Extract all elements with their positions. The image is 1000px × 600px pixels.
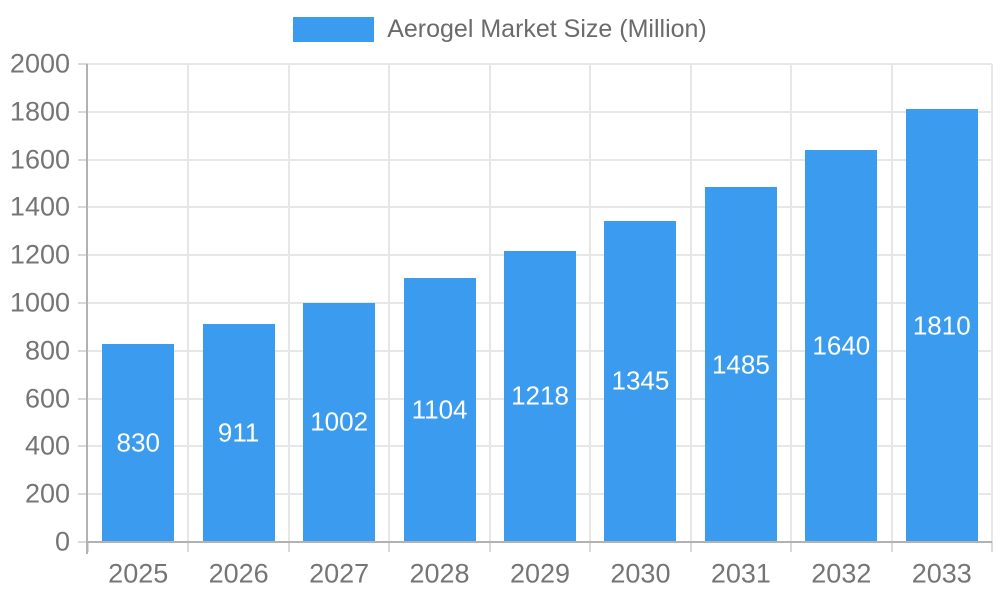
- x-tick: [790, 542, 793, 552]
- x-tick-label: 2032: [811, 558, 872, 589]
- gridline-v: [991, 64, 993, 542]
- y-tick-label: 800: [24, 335, 70, 366]
- y-tick-label: 1400: [9, 191, 70, 222]
- bar-value-label: 1104: [411, 394, 468, 425]
- bar: [805, 150, 878, 542]
- legend-swatch: [293, 17, 375, 42]
- y-tick: [78, 445, 88, 448]
- bar-value-label: 911: [217, 417, 260, 448]
- y-tick: [78, 397, 88, 400]
- y-tick: [78, 110, 88, 113]
- y-axis-line: [86, 64, 88, 554]
- gridline-h: [88, 63, 992, 65]
- y-tick-label: 1200: [9, 239, 70, 270]
- y-tick: [78, 302, 88, 304]
- bar-value-label: 1810: [912, 310, 971, 341]
- x-tick: [689, 542, 692, 552]
- y-tick: [78, 63, 88, 65]
- y-tick-label: 1800: [9, 96, 70, 127]
- bar: [704, 187, 777, 542]
- x-tick: [488, 542, 491, 552]
- gridline-v: [388, 64, 391, 542]
- legend: Aerogel Market Size (Million): [0, 17, 1000, 42]
- bar-value-label: 1485: [711, 349, 770, 380]
- gridline-v: [890, 64, 893, 542]
- x-tick-label: 2027: [309, 558, 370, 589]
- x-tick-label: 2028: [409, 558, 470, 589]
- y-tick-label: 600: [24, 383, 70, 414]
- bar: [303, 302, 376, 542]
- y-tick: [78, 349, 88, 352]
- bar-value-label: 830: [116, 427, 160, 458]
- bar-value-label: 1002: [310, 406, 369, 437]
- x-tick-label: 2031: [710, 558, 771, 589]
- gridline-v: [589, 64, 592, 542]
- legend-label: Aerogel Market Size (Million): [387, 15, 707, 43]
- gridline-h: [88, 158, 992, 161]
- x-tick-label: 2029: [509, 558, 571, 589]
- x-tick: [890, 542, 893, 552]
- gridline-h: [88, 206, 992, 209]
- bar: [403, 278, 476, 542]
- x-tick: [388, 542, 391, 552]
- x-tick: [589, 542, 592, 552]
- y-tick: [78, 254, 88, 257]
- y-tick-label: 1600: [9, 144, 70, 175]
- gridline-v: [488, 64, 491, 542]
- x-axis-line: [88, 541, 992, 543]
- bar: [202, 324, 275, 542]
- y-tick-label: 400: [24, 430, 70, 461]
- x-tick-label: 2026: [208, 558, 269, 589]
- x-tick-label: 2030: [610, 558, 671, 589]
- bar: [905, 109, 978, 542]
- x-tick: [187, 542, 190, 552]
- x-tick-label: 2033: [911, 558, 972, 589]
- y-tick: [78, 493, 88, 496]
- y-tick-label: 0: [54, 526, 70, 557]
- bar-value-label: 1345: [611, 365, 670, 396]
- bar: [604, 220, 677, 542]
- bar-value-label: 1218: [511, 380, 569, 411]
- y-tick-label: 200: [24, 478, 70, 509]
- gridline-v: [287, 64, 290, 542]
- gridline-h: [88, 110, 992, 113]
- bar: [102, 343, 175, 542]
- x-tick: [87, 542, 89, 552]
- x-tick: [991, 542, 993, 552]
- y-tick: [78, 206, 88, 209]
- x-tick-label: 2025: [108, 558, 169, 589]
- y-tick-label: 1000: [9, 287, 70, 318]
- y-tick: [78, 541, 88, 543]
- bar-value-label: 1640: [812, 330, 871, 361]
- gridline-v: [187, 64, 190, 542]
- bar: [504, 250, 576, 542]
- y-tick-label: 2000: [9, 48, 70, 79]
- x-tick: [287, 542, 290, 552]
- gridline-v: [790, 64, 793, 542]
- gridline-v: [689, 64, 692, 542]
- y-tick: [78, 158, 88, 161]
